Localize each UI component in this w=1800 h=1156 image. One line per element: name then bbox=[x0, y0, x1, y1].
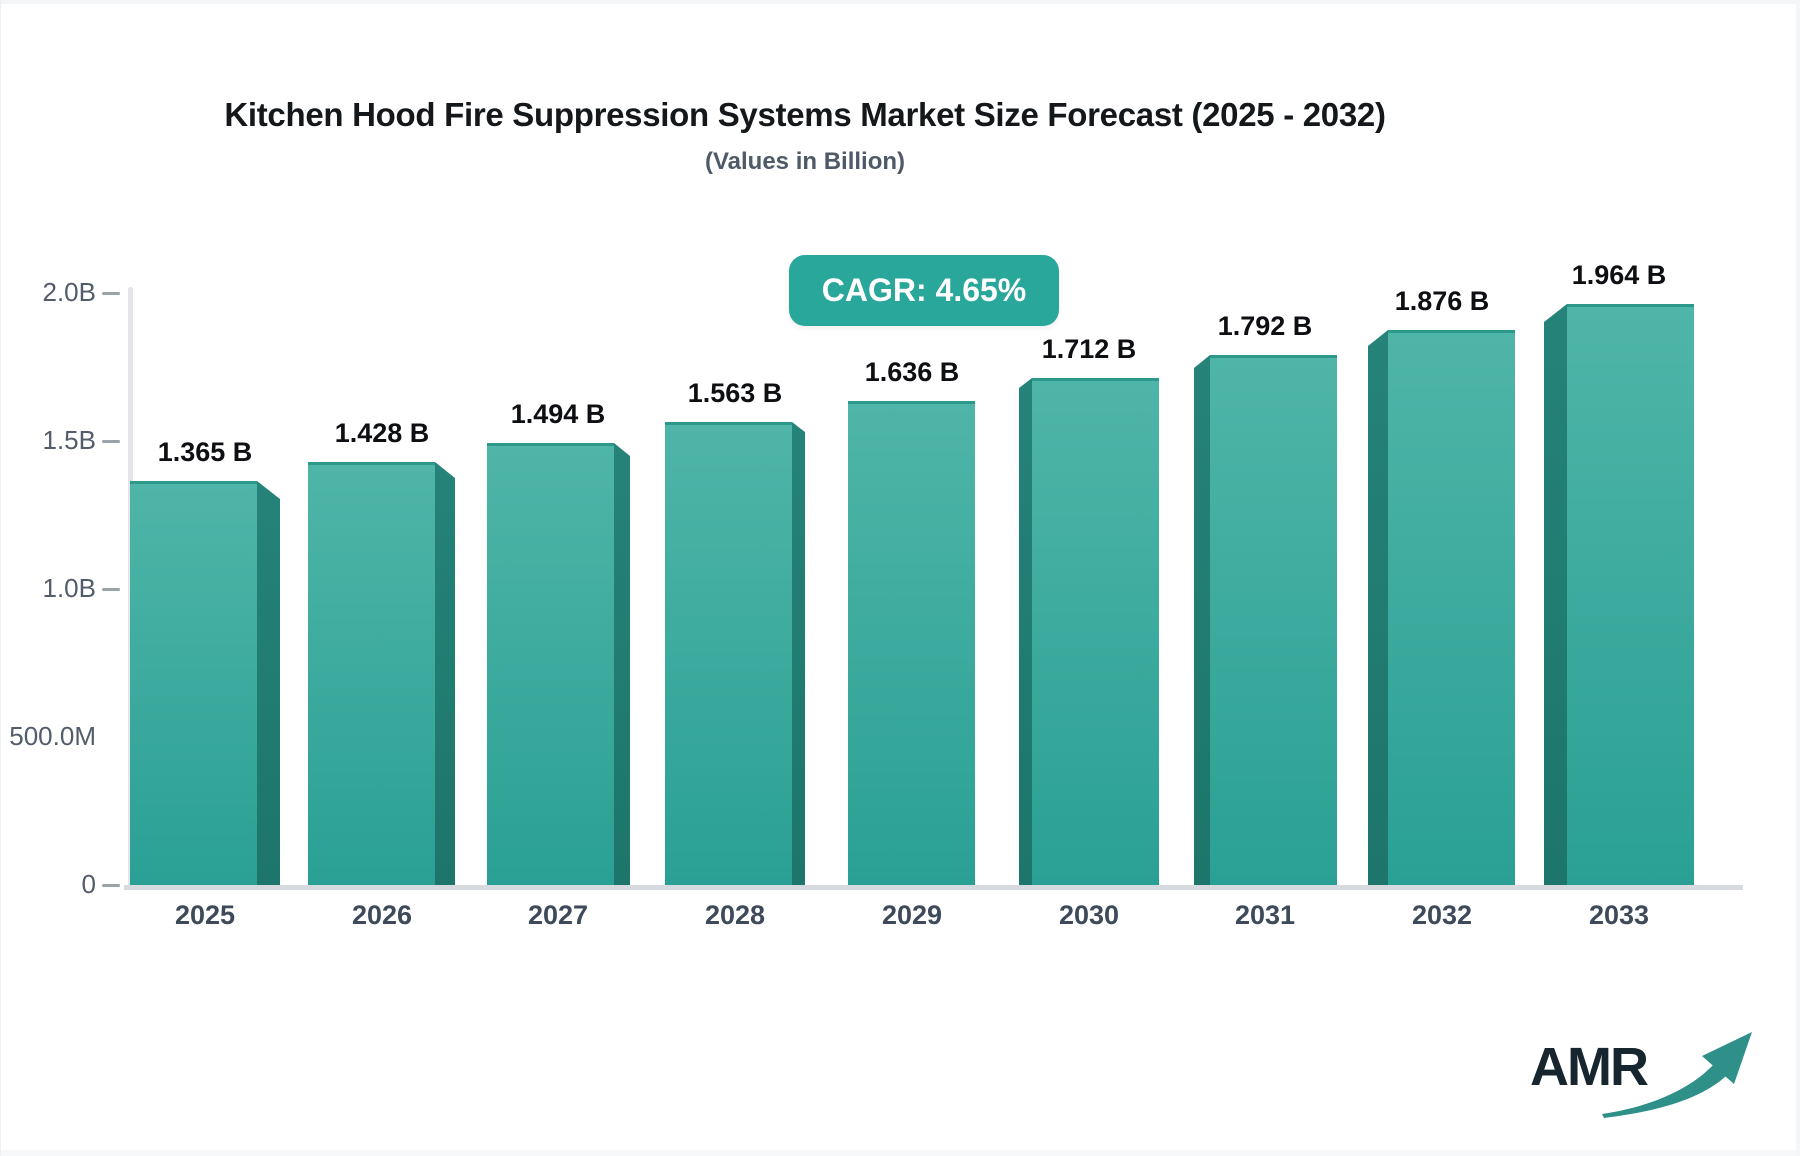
bar-2026 bbox=[308, 462, 435, 885]
x-axis-label-2032: 2032 bbox=[1411, 900, 1473, 930]
x-axis-label-2029: 2029 bbox=[881, 900, 943, 930]
x-axis-label-2026: 2026 bbox=[351, 900, 413, 930]
bar-2029 bbox=[848, 401, 975, 885]
y-tick-dash bbox=[102, 884, 120, 887]
bar-2033-value-label: 1.964 B bbox=[1571, 260, 1667, 290]
x-axis-label-2033: 2033 bbox=[1588, 900, 1650, 930]
bar-2031-side-face bbox=[1194, 355, 1210, 885]
amr-logo: AMR bbox=[1530, 1032, 1770, 1136]
bar-2025-side-face bbox=[257, 481, 280, 885]
bar-2028-value-label: 1.563 B bbox=[687, 378, 783, 408]
bar-2032-value-label: 1.876 B bbox=[1394, 286, 1490, 316]
x-axis-label-2027: 2027 bbox=[527, 900, 589, 930]
x-axis-line bbox=[124, 885, 1743, 890]
bar-2028-side-face bbox=[792, 422, 805, 885]
bar-2029-value-label: 1.636 B bbox=[864, 357, 960, 387]
bar-2030 bbox=[1032, 378, 1159, 885]
y-tick-label-1.5B: 1.5B bbox=[42, 425, 97, 455]
bar-2028 bbox=[665, 422, 792, 885]
bar-2025-value-label: 1.365 B bbox=[157, 437, 253, 467]
bar-2032-side-face bbox=[1368, 330, 1388, 885]
bar-2033 bbox=[1567, 304, 1694, 885]
y-tick-dash bbox=[102, 588, 120, 591]
bar-2026-side-face bbox=[435, 462, 455, 885]
page-right-border bbox=[1796, 0, 1800, 1156]
y-tick-dash bbox=[102, 440, 120, 443]
bar-2027-side-face bbox=[614, 443, 630, 885]
bar-2030-value-label: 1.712 B bbox=[1041, 334, 1137, 364]
x-axis-label-2031: 2031 bbox=[1234, 900, 1296, 930]
bar-2027-value-label: 1.494 B bbox=[510, 399, 606, 429]
bar-2031 bbox=[1210, 355, 1337, 885]
x-axis-label-2028: 2028 bbox=[704, 900, 766, 930]
y-tick-dash bbox=[102, 292, 120, 295]
bar-2030-side-face bbox=[1019, 378, 1032, 885]
page-top-border bbox=[0, 0, 1800, 4]
trend-up-arrow-icon bbox=[1602, 1032, 1752, 1118]
amr-logo-text: AMR bbox=[1530, 1037, 1649, 1097]
x-axis-label-2025: 2025 bbox=[174, 900, 236, 930]
chart-title: Kitchen Hood Fire Suppression Systems Ma… bbox=[224, 96, 1386, 133]
y-tick-label-1.0B: 1.0B bbox=[42, 573, 97, 603]
y-tick-label-500.0M: 500.0M bbox=[9, 721, 96, 751]
bar-2031-value-label: 1.792 B bbox=[1217, 311, 1313, 341]
y-tick-label-0: 0 bbox=[81, 869, 96, 899]
bar-2026-value-label: 1.428 B bbox=[334, 418, 430, 448]
cagr-badge-label: CAGR: 4.65% bbox=[821, 272, 1027, 308]
page-left-border bbox=[0, 0, 1, 1156]
chart-subtitle: (Values in Billion) bbox=[704, 148, 906, 175]
y-tick-label-2.0B: 2.0B bbox=[42, 277, 97, 307]
page-bottom-border bbox=[0, 1150, 1800, 1156]
bar-2027 bbox=[487, 443, 614, 885]
x-axis-label-2030: 2030 bbox=[1058, 900, 1120, 930]
cagr-badge: CAGR: 4.65% bbox=[789, 255, 1059, 326]
bar-2032 bbox=[1388, 330, 1515, 885]
bar-2025 bbox=[130, 481, 257, 885]
bar-2033-side-face bbox=[1544, 304, 1567, 885]
